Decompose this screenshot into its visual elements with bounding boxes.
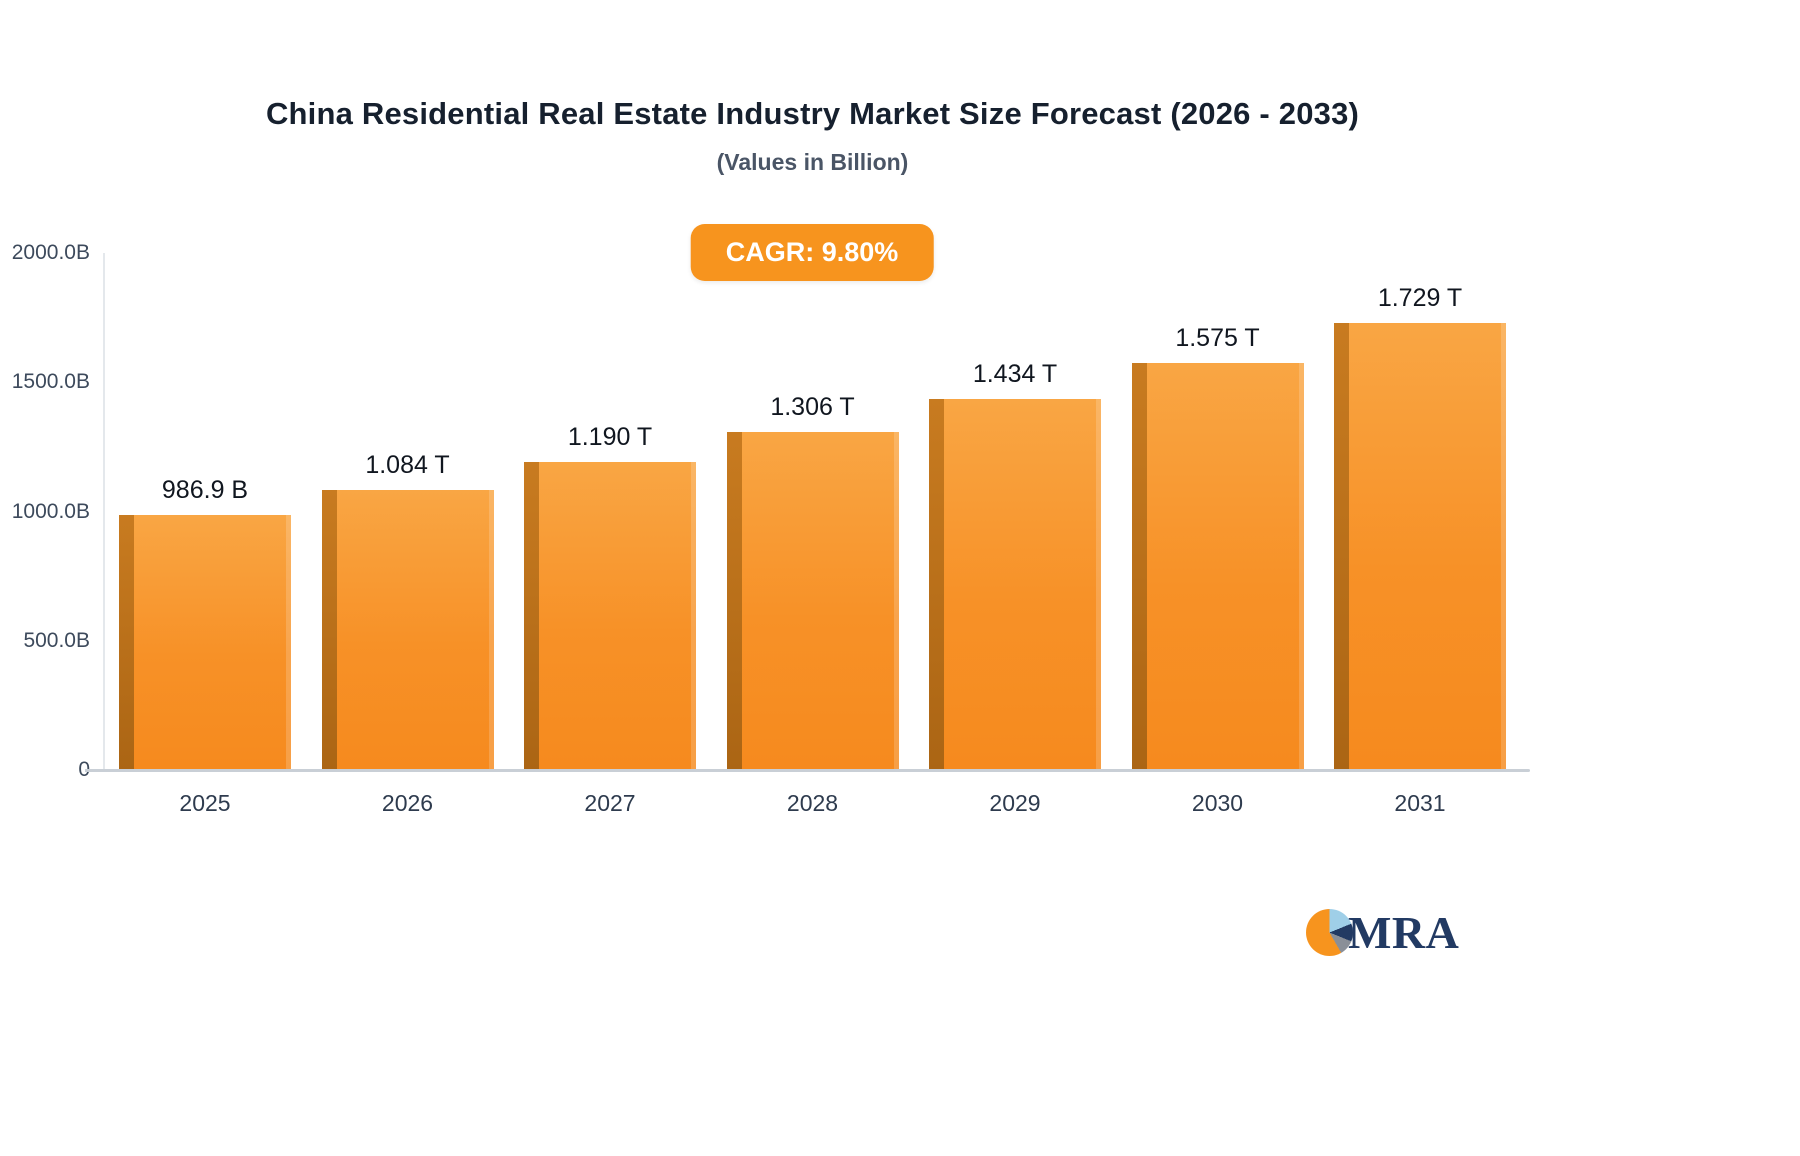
plot-area: 986.9 B 2025 1.084 T 2026 1.190 T 2027 1.306 T… xyxy=(105,253,1520,816)
bar-right-highlight xyxy=(1096,399,1101,770)
y-tick-label: 500.0B xyxy=(23,628,90,652)
x-tick-label: 2029 xyxy=(989,790,1041,816)
bar-face xyxy=(321,489,494,770)
bar-right-highlight xyxy=(1501,323,1506,770)
x-tick-label: 2027 xyxy=(584,790,636,816)
bar xyxy=(524,462,696,770)
bar xyxy=(321,489,494,770)
y-tick-label: 1000.0B xyxy=(11,499,90,523)
bar-value-label: 1.575 T xyxy=(1175,323,1260,352)
mra-logo: MRA xyxy=(1306,903,1459,961)
bar-value-label: 986.9 B xyxy=(161,475,249,504)
cagr-badge: CAGR: 9.80% xyxy=(690,224,934,281)
bar-face xyxy=(1334,323,1506,770)
mra-logo-text: MRA xyxy=(1348,906,1460,958)
y-axis: 2000.0B 1500.0B 1000.0B 500.0B 0 xyxy=(0,241,90,781)
x-tick-label: 2031 xyxy=(1394,790,1446,816)
x-tick-label: 2025 xyxy=(179,790,231,816)
bar-left-shade xyxy=(1131,362,1147,770)
bar-value-label: 1.434 T xyxy=(972,360,1058,389)
y-axis-line xyxy=(103,253,105,770)
bar-face xyxy=(929,399,1101,770)
bar-left-shade xyxy=(119,514,134,770)
bar-right-highlight xyxy=(893,432,899,770)
bar xyxy=(119,514,291,770)
bar-left-shade xyxy=(726,432,742,770)
bar-slot: 1.306 T 2028 xyxy=(713,253,913,816)
bar-value-label: 1.190 T xyxy=(567,423,653,452)
bar-right-highlight xyxy=(286,514,291,770)
chart-subtitle: (Values in Billion) xyxy=(716,149,909,175)
bar-left-shade xyxy=(1334,323,1349,770)
bar xyxy=(929,399,1101,770)
bar-face xyxy=(524,462,696,770)
bar xyxy=(1334,323,1506,770)
y-tick-label: 1500.0B xyxy=(11,370,90,394)
x-axis-line xyxy=(85,769,1530,772)
bar-face xyxy=(1131,362,1304,770)
bar-value-label: 1.306 T xyxy=(770,393,855,422)
bar-slot: 1.190 T 2027 xyxy=(510,253,710,816)
y-tick-label: 0 xyxy=(78,758,90,782)
bar-slot: 1.434 T 2029 xyxy=(915,253,1115,816)
bar-slot: 986.9 B 2025 xyxy=(105,253,305,816)
bar-face xyxy=(119,514,291,770)
bar-slot: 1.084 T 2026 xyxy=(308,253,508,816)
bar-value-label: 1.084 T xyxy=(365,450,450,479)
bar-left-shade xyxy=(929,399,944,770)
bar-face xyxy=(726,432,899,770)
chart-title: China Residential Real Estate Industry M… xyxy=(265,96,1360,131)
bar-slot: 1.729 T 2031 xyxy=(1320,253,1520,816)
bar-left-shade xyxy=(524,462,539,770)
x-tick-label: 2028 xyxy=(786,790,839,816)
bar xyxy=(1131,362,1304,770)
y-tick-label: 2000.0B xyxy=(11,241,90,264)
x-tick-label: 2026 xyxy=(381,790,434,816)
bar xyxy=(726,432,899,770)
bar-right-highlight xyxy=(691,462,696,770)
bar-right-highlight xyxy=(1298,362,1304,770)
bar-left-shade xyxy=(321,489,337,770)
x-tick-label: 2030 xyxy=(1191,790,1244,816)
mra-logo-pie-icon xyxy=(1306,908,1353,956)
zero-tick xyxy=(85,769,103,772)
bar-slot: 1.575 T 2030 xyxy=(1118,253,1318,816)
bar-right-highlight xyxy=(488,489,494,770)
bar-value-label: 1.729 T xyxy=(1377,284,1463,313)
